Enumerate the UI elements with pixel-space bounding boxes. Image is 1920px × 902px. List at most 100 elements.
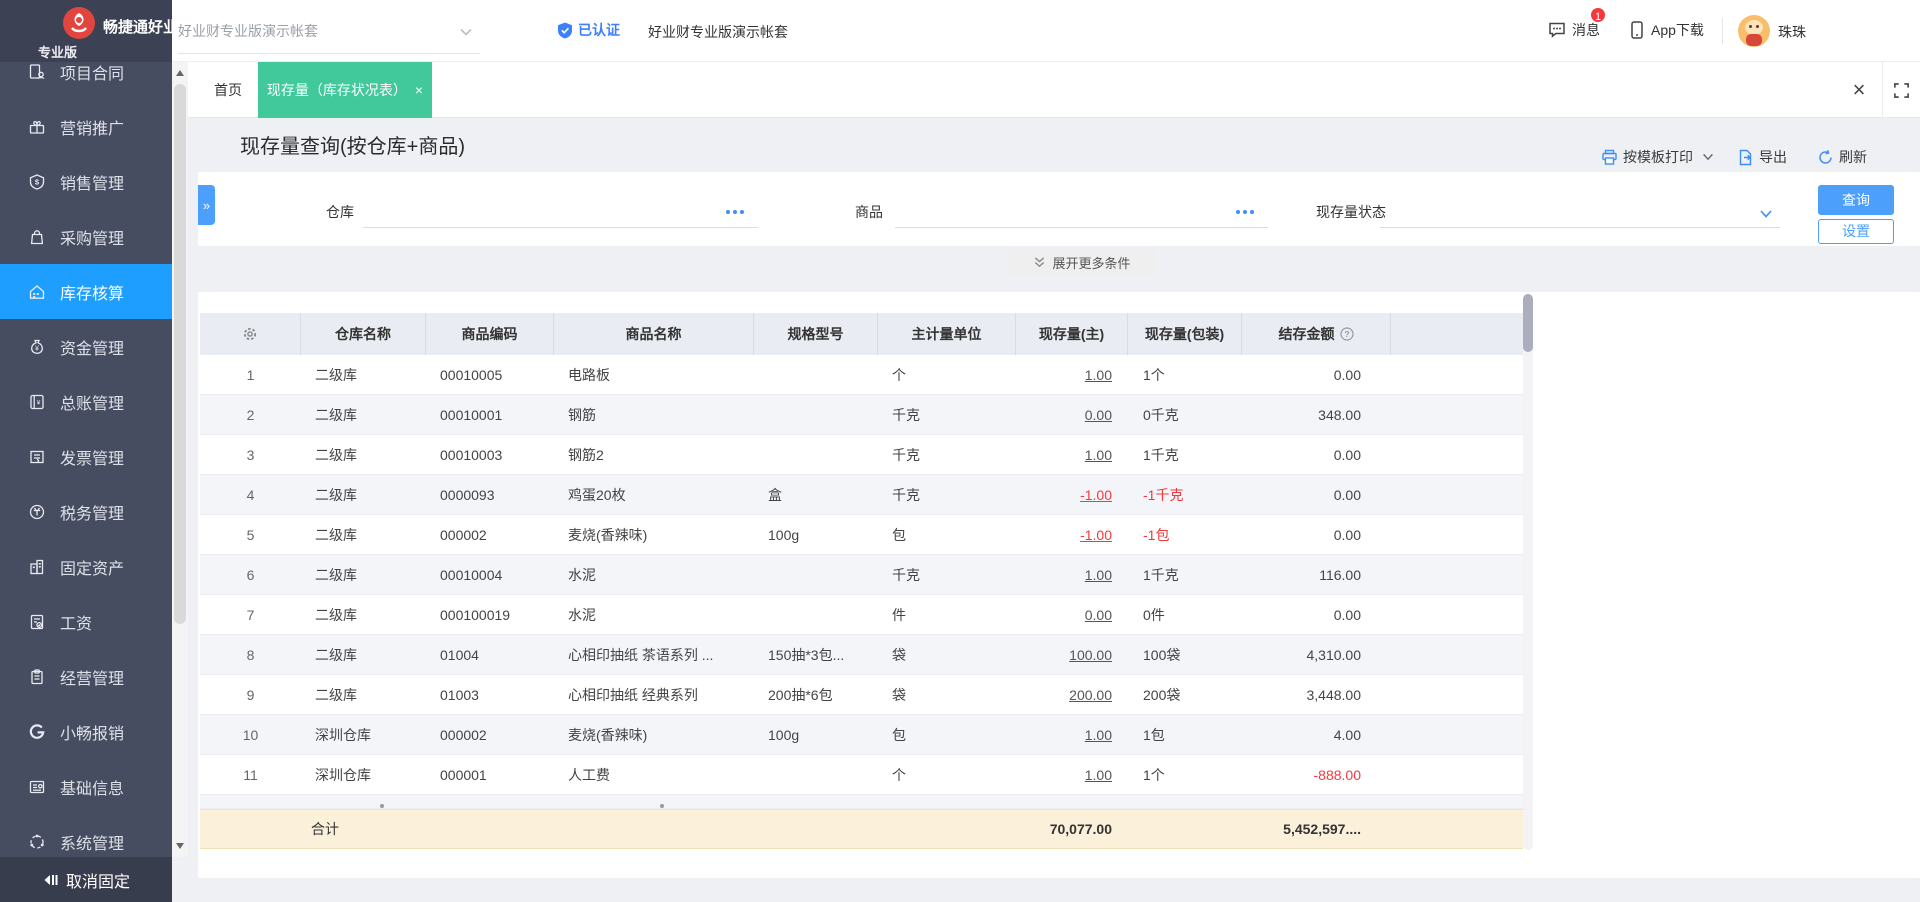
cell: 电路板 <box>554 355 754 394</box>
table-row[interactable]: 11 深圳仓库 000001 人工费 个 1.00 1个 -888.00 <box>200 755 1523 795</box>
table-row[interactable]: 1 二级库 00010005 电路板 个 1.00 1个 0.00 <box>200 355 1523 395</box>
help-icon[interactable]: ? <box>1339 327 1354 341</box>
table-row[interactable]: 6 二级库 00010004 水泥 千克 1.00 1千克 116.00 <box>200 555 1523 595</box>
table-scrollbar[interactable] <box>1523 294 1533 850</box>
warehouse-picker-icon[interactable] <box>726 210 744 214</box>
scroll-up-arrow-icon[interactable] <box>176 70 184 76</box>
unpin-sidebar-button[interactable]: 取消固定 <box>0 857 172 902</box>
sidebar-item-7[interactable]: ¥ 总账管理 <box>0 374 172 429</box>
table-row[interactable]: 2 二级库 00010001 钢筋 千克 0.00 0千克 348.00 <box>200 395 1523 435</box>
chevron-down-icon[interactable] <box>1701 150 1715 164</box>
stock-status-select[interactable] <box>1380 198 1780 228</box>
scrollbar-thumb[interactable] <box>174 84 186 624</box>
app-download-button[interactable]: App下载 <box>1628 20 1704 40</box>
cell-num: 9 <box>246 686 255 703</box>
expand-more-conditions-button[interactable]: 展开更多条件 <box>1008 249 1156 276</box>
column-settings-cell[interactable] <box>200 313 301 355</box>
sidebar-item-10[interactable]: 固定资产 <box>0 539 172 594</box>
qty-main-link[interactable]: 1.00 <box>1084 566 1112 583</box>
user-name[interactable]: 珠珠 <box>1778 24 1806 40</box>
table-row[interactable]: 4 二级库 0000093 鸡蛋20枚 盒 千克 -1.00 -1千克 0.00 <box>200 475 1523 515</box>
table-row[interactable]: 3 二级库 00010003 钢筋2 千克 1.00 1千克 0.00 <box>200 435 1523 475</box>
table-scrollbar-thumb[interactable] <box>1523 294 1533 352</box>
cell: -1.00 <box>1016 515 1128 554</box>
qty-main-link[interactable]: 1.00 <box>1084 446 1112 463</box>
total-label: 合计 <box>311 821 339 837</box>
sidebar-item-8[interactable]: 发票管理 <box>0 429 172 484</box>
verified-badge[interactable]: 已认证 <box>556 20 620 40</box>
sidebar-scrollbar[interactable] <box>172 62 188 857</box>
cell: 5 <box>200 515 301 554</box>
column-header[interactable]: 结存金额? <box>1242 313 1391 355</box>
product-picker-icon[interactable] <box>1236 210 1254 214</box>
product-filter-input[interactable] <box>895 198 1268 228</box>
cell: 200.00 <box>1016 675 1128 714</box>
qty-main-link[interactable]: 1.00 <box>1084 726 1112 743</box>
sidebar-item-4[interactable]: 采购管理 <box>0 209 172 264</box>
account-set-value: 好业财专业版演示帐套 <box>178 23 318 39</box>
sidebar-item-14[interactable]: 基础信息 <box>0 759 172 814</box>
qty-main-link[interactable]: -1.00 <box>1080 526 1112 543</box>
sidebar-item-3[interactable]: $ 销售管理 <box>0 154 172 209</box>
column-header[interactable]: 仓库名称 <box>301 313 426 355</box>
cell: -1千克 <box>1128 475 1242 514</box>
column-header[interactable]: 商品名称 <box>554 313 754 355</box>
table-row[interactable]: 5 二级库 000002 麦烧(香辣味) 100g 包 -1.00 -1包 0.00 <box>200 515 1523 555</box>
qty-main-link[interactable]: 0.00 <box>1084 406 1112 423</box>
cell: -1.00 <box>1016 475 1128 514</box>
sidebar-item-6[interactable]: ¥ 资金管理 <box>0 319 172 374</box>
scroll-down-arrow-icon[interactable] <box>176 843 184 849</box>
table-row[interactable]: 7 二级库 000100019 水泥 件 0.00 0件 0.00 <box>200 595 1523 635</box>
table-header-row: 仓库名称 商品编码 商品名称 规格型号 主计量单位 现存量(主) 现存量(包装) 结存金额? <box>200 313 1523 355</box>
column-header[interactable]: 现存量(包装) <box>1128 313 1242 355</box>
column-header[interactable]: 规格型号 <box>754 313 878 355</box>
chevron-down-icon[interactable] <box>1758 206 1774 222</box>
qty-main-link[interactable]: 0.00 <box>1084 606 1112 623</box>
close-all-tabs-button[interactable]: × <box>1852 77 1866 102</box>
messages-button[interactable]: 消息 <box>1547 20 1600 40</box>
sidebar-item-1[interactable]: 项目合同 <box>0 62 172 99</box>
qty-main-link[interactable]: -1.00 <box>1080 486 1112 503</box>
sidebar-item-13[interactable]: 小畅报销 <box>0 704 172 759</box>
invoice-icon <box>28 448 46 466</box>
sidebar-item-2[interactable]: 营销推广 <box>0 99 172 154</box>
table-row[interactable]: 9 二级库 01003 心相印抽纸 经典系列 200抽*6包 袋 200.00 200袋 3,4… <box>200 675 1523 715</box>
cell: 水泥 <box>554 595 754 634</box>
export-button[interactable]: 导出 <box>1737 147 1787 167</box>
query-button[interactable]: 查询 <box>1818 185 1894 215</box>
cell: 千克 <box>878 435 1016 474</box>
table-row[interactable]: 8 二级库 01004 心相印抽纸 茶语系列 ... 150抽*3包... 袋 100.00… <box>200 635 1523 675</box>
qty-main-link[interactable]: 1.00 <box>1084 366 1112 383</box>
filter-expander-button[interactable]: » <box>198 185 215 225</box>
refresh-button[interactable]: 刷新 <box>1817 147 1867 167</box>
cell-unit: 袋 <box>892 686 906 703</box>
cell: 0.00 <box>1242 515 1391 554</box>
fullscreen-button[interactable] <box>1882 62 1920 118</box>
qty-main-link[interactable]: 200.00 <box>1069 686 1112 703</box>
settings-button[interactable]: 设置 <box>1818 219 1894 244</box>
tab-home[interactable]: 首页 <box>214 82 242 98</box>
topbar-divider <box>1722 18 1723 44</box>
column-header[interactable]: 商品编码 <box>426 313 554 355</box>
sidebar-item-label: 库存核算 <box>60 285 125 303</box>
tab-close-icon[interactable]: × <box>414 82 424 98</box>
account-set-dropdown[interactable]: 好业财专业版演示帐套 <box>178 20 480 54</box>
column-header[interactable]: 主计量单位 <box>878 313 1016 355</box>
user-avatar[interactable] <box>1738 15 1770 47</box>
print-by-template-button[interactable]: 按模板打印 <box>1601 147 1693 167</box>
sidebar-item-15[interactable]: 系统管理 <box>0 814 172 857</box>
column-header[interactable]: 现存量(主) <box>1016 313 1128 355</box>
qty-main-link[interactable]: 1.00 <box>1084 766 1112 783</box>
sidebar-item-label: 经营管理 <box>60 670 125 688</box>
sidebar-item-11[interactable]: 工资 <box>0 594 172 649</box>
sidebar-item-label: 工资 <box>60 615 93 633</box>
sidebar-item-9[interactable]: 税务管理 <box>0 484 172 539</box>
sidebar-item-12[interactable]: 经营管理 <box>0 649 172 704</box>
table-row[interactable]: 10 深圳仓库 000002 麦烧(香辣味) 100g 包 1.00 1包 4.00 <box>200 715 1523 755</box>
warehouse-filter-input[interactable] <box>363 198 758 228</box>
qty-main-link[interactable]: 100.00 <box>1069 646 1112 663</box>
cell-spec: 100g <box>768 726 800 743</box>
tab-inventory-status[interactable]: 现存量（库存状况表） × <box>258 62 432 118</box>
sidebar-item-5[interactable]: 库存核算 <box>0 264 172 319</box>
